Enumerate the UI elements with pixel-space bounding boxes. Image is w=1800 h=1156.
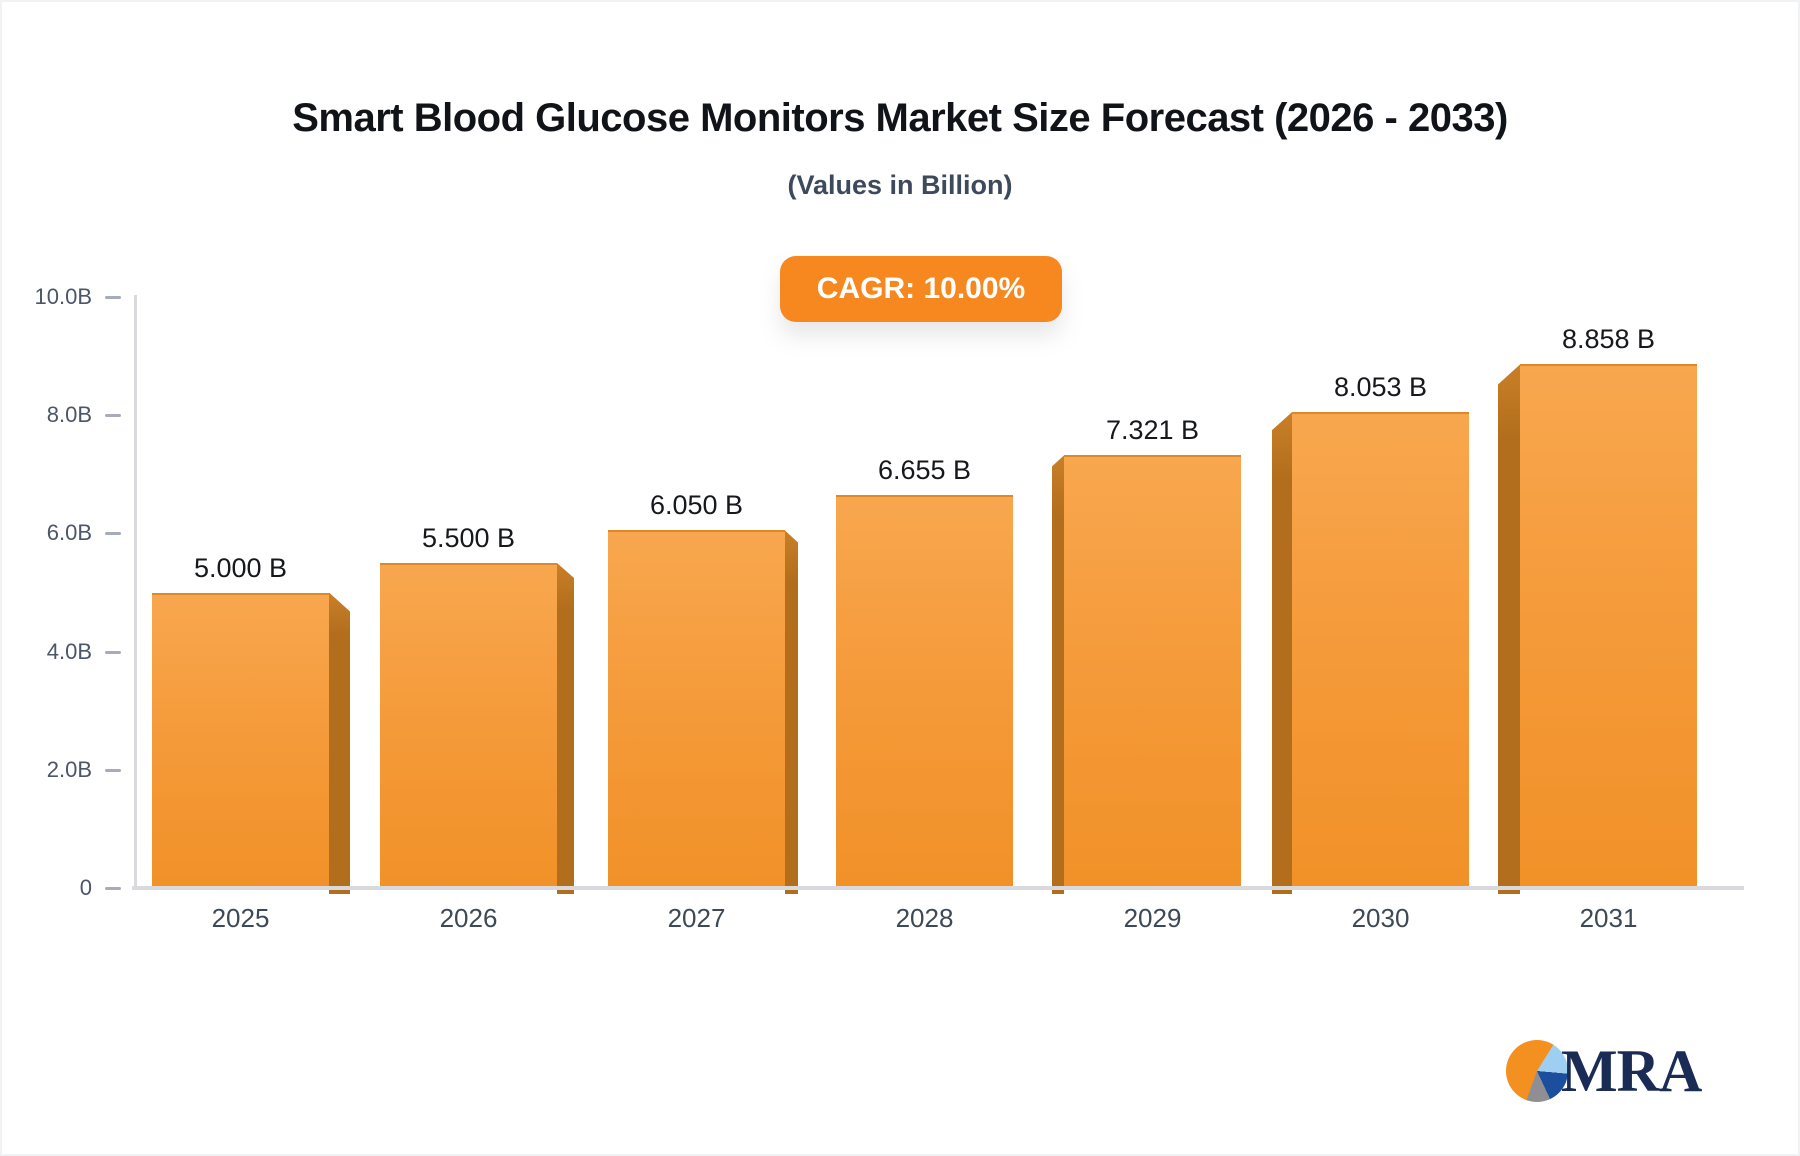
bar-2030: [1292, 412, 1469, 888]
y-tick-dash: [105, 650, 121, 654]
y-tick-label: 10.0B: [34, 284, 93, 309]
y-axis-line: [134, 295, 137, 888]
y-tick-dash: [105, 414, 121, 418]
chart-title: Smart Blood Glucose Monitors Market Size…: [292, 96, 1508, 140]
bar-2028: [836, 494, 1013, 888]
logo-text: MRA: [1561, 1038, 1702, 1104]
y-tick-label: 2.0B: [46, 756, 92, 782]
y-tick-label: 4.0B: [46, 638, 92, 664]
bar-side-2027: [785, 530, 798, 894]
cagr-badge: CAGR: 10.00%: [780, 256, 1062, 322]
x-tick-label: 2029: [1123, 903, 1182, 933]
x-tick-label: 2025: [211, 903, 270, 933]
x-tick-label: 2030: [1351, 903, 1410, 933]
y-tick-label: 8.0B: [46, 402, 92, 428]
y-tick-dash: [105, 296, 121, 299]
y-tick-dash: [105, 768, 121, 772]
bar-side-2026: [557, 562, 574, 894]
x-tick-label: 2028: [895, 903, 954, 933]
x-axis-line: [132, 886, 1744, 890]
bar-2025: [152, 592, 329, 888]
y-tick-dash: [105, 887, 121, 890]
bar-2029: [1064, 455, 1241, 888]
mra-logo: MRA: [1506, 1038, 1702, 1104]
x-tick-label: 2031: [1579, 903, 1638, 933]
bar-2026: [380, 562, 557, 888]
x-tick-label: 2027: [667, 903, 726, 933]
bar-side-2030: [1272, 412, 1292, 894]
y-tick-dash: [105, 532, 121, 536]
bar-value-label: 5.500 B: [421, 522, 516, 553]
bar-side-2029: [1052, 455, 1064, 894]
pie-chart-logo-icon: [1506, 1040, 1568, 1102]
y-tick-label: 6.0B: [46, 520, 92, 546]
bar-side-2031: [1498, 364, 1520, 894]
bar-value-label: 6.655 B: [877, 454, 972, 485]
bar-value-label: 5.000 B: [193, 552, 288, 583]
bar-2031: [1520, 364, 1697, 888]
chart-subtitle: (Values in Billion): [787, 170, 1013, 200]
bar-value-label: 7.321 B: [1105, 415, 1200, 446]
y-tick-label: 0: [79, 875, 92, 900]
bar-value-label: 8.053 B: [1333, 372, 1428, 403]
bar-2027: [608, 530, 785, 888]
bar-value-label: 8.858 B: [1561, 324, 1656, 355]
cagr-badge-label: CAGR: 10.00%: [816, 272, 1026, 305]
x-tick-label: 2026: [439, 903, 498, 933]
bar-side-2025: [329, 592, 350, 894]
bar-value-label: 6.050 B: [649, 490, 744, 521]
